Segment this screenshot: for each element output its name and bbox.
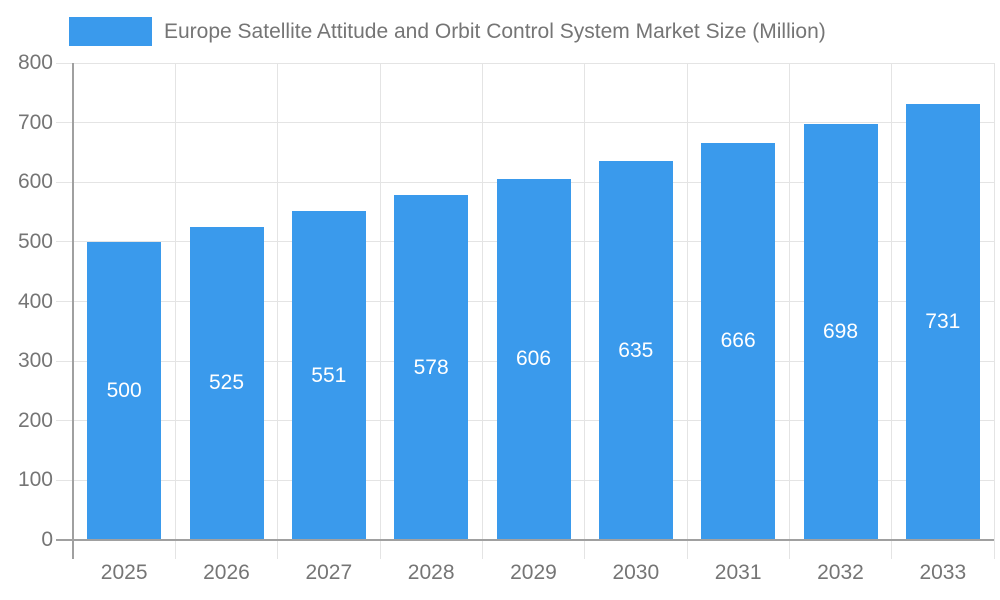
x-axis-tick-label: 2032 [817,561,864,584]
x-gridline [277,63,279,559]
bar-2029: 606 [496,178,571,540]
x-gridline [379,63,381,559]
x-axis-tick-label: 2029 [510,561,557,584]
bar-value-label: 551 [311,363,347,387]
bar-2028: 578 [394,195,469,540]
bar-value-label: 698 [822,319,859,343]
x-gridline [891,63,893,559]
bar-value-label: 500 [106,378,142,402]
x-gridline [174,63,176,559]
y-gridline [56,62,994,64]
x-axis-tick-label: 2030 [612,561,660,584]
x-axis-tick-label: 2025 [100,561,148,584]
x-axis-tick-label: 2027 [305,561,353,584]
y-axis-tick-label: 800 [17,51,53,74]
bar-value-label: 666 [720,329,756,353]
x-gridline [584,63,586,559]
legend[interactable]: Europe Satellite Attitude and Orbit Cont… [69,17,826,46]
y-gridline [56,122,994,124]
legend-swatch [69,17,152,46]
bar-2032: 698 [803,123,878,540]
y-axis-tick-label: 500 [17,229,53,253]
bar-value-label: 578 [413,355,449,379]
bar-value-label: 731 [925,310,961,334]
x-gridline [481,63,483,559]
bar-2026: 525 [189,226,264,540]
legend-label: Europe Satellite Attitude and Orbit Cont… [164,19,826,43]
bar-2033: 731 [905,104,980,540]
bar-value-label: 635 [618,338,654,362]
bar-2031: 666 [701,142,776,540]
bar-2030: 635 [598,161,673,540]
bar-2025: 500 [87,241,162,540]
plot-area: 500 525 551 578 606 635 666 698 731 [56,62,995,559]
y-axis-tick-label: 0 [41,528,53,551]
bar-value-label: 525 [208,371,245,395]
y-axis-tick-label: 400 [17,289,53,313]
x-axis-tick-label: 2031 [714,561,762,584]
y-axis-tick-label: 300 [17,349,53,373]
y-axis-tick-label: 700 [17,110,53,134]
x-axis-tick-label: 2033 [919,561,967,584]
bar-2027: 551 [291,211,366,540]
y-axis-line [72,63,74,559]
y-axis-tick-label: 600 [17,170,53,194]
x-axis-tick-label: 2026 [203,561,250,584]
y-axis-tick-label: 100 [17,468,53,492]
bar-value-label: 606 [515,347,552,371]
x-gridline [993,63,995,559]
x-axis-tick-label: 2028 [407,561,455,584]
y-axis-tick-label: 200 [17,408,53,432]
x-axis-line [56,539,994,541]
x-gridline [788,63,790,559]
x-gridline [686,63,688,559]
